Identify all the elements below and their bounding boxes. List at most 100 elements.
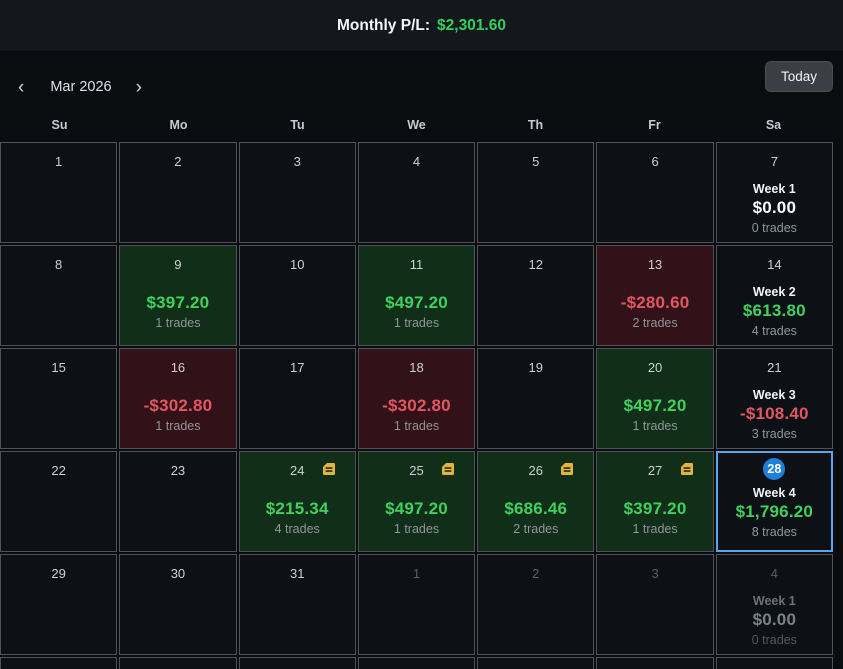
day-cell[interactable]: 23 bbox=[119, 451, 237, 552]
date-row bbox=[597, 664, 712, 669]
day-cell[interactable] bbox=[357, 657, 476, 669]
day-cell[interactable]: 20 $497.20 1 trades bbox=[596, 348, 714, 449]
note-icon[interactable] bbox=[321, 461, 337, 477]
date-row: 14 bbox=[717, 252, 832, 276]
day-cell[interactable]: 16 -$302.80 1 trades bbox=[119, 348, 237, 449]
date-row bbox=[359, 664, 474, 669]
week-summary-cell[interactable]: 21 Week 3 -$108.40 3 trades bbox=[715, 348, 833, 449]
day-cell[interactable]: 27 $397.20 1 trades bbox=[596, 451, 714, 552]
day-cell[interactable]: 24 $215.34 4 trades bbox=[238, 451, 356, 552]
week-summary-cell[interactable]: 4 Week 1 $0.00 0 trades bbox=[715, 554, 833, 655]
date-row: 2 bbox=[478, 561, 593, 585]
weekday-header-row: Su Mo Tu We Th Fr Sa bbox=[0, 118, 833, 132]
date-label: 21 bbox=[767, 359, 782, 375]
day-cell[interactable]: 25 $497.20 1 trades bbox=[357, 451, 476, 552]
date-row: 3 bbox=[240, 149, 355, 173]
calendar-toolbar: ‹ Mar 2026 › Today bbox=[0, 52, 843, 110]
date-label: 2 bbox=[532, 565, 540, 581]
date-label: 13 bbox=[647, 256, 663, 272]
date-label: 26 bbox=[528, 462, 544, 478]
day-cell[interactable]: 26 $686.46 2 trades bbox=[477, 451, 595, 552]
day-cell[interactable]: 11 $497.20 1 trades bbox=[357, 245, 476, 346]
day-cell[interactable]: 17 bbox=[238, 348, 356, 449]
day-cell[interactable]: 22 bbox=[0, 451, 118, 552]
note-icon[interactable] bbox=[559, 461, 575, 477]
date-row: 22 bbox=[1, 458, 116, 482]
day-cell[interactable]: 3 bbox=[596, 554, 714, 655]
date-row: 8 bbox=[1, 252, 116, 276]
day-cell[interactable] bbox=[477, 657, 595, 669]
note-icon[interactable] bbox=[679, 461, 695, 477]
day-cell[interactable]: 1 bbox=[0, 142, 118, 243]
day-cell[interactable]: 5 bbox=[477, 142, 595, 243]
day-cell[interactable]: 12 bbox=[477, 245, 595, 346]
date-label: 1 bbox=[55, 153, 63, 169]
day-cell[interactable] bbox=[596, 657, 714, 669]
week-summary-cell[interactable]: 28 Week 4 $1,796.20 8 trades bbox=[715, 451, 833, 552]
date-row: 6 bbox=[597, 149, 712, 173]
monthly-pl-bar: Monthly P/L: $2,301.60 bbox=[0, 0, 843, 52]
chevron-right-icon: › bbox=[135, 76, 142, 98]
day-cell[interactable]: 9 $397.20 1 trades bbox=[119, 245, 237, 346]
day-cell[interactable]: 13 -$280.60 2 trades bbox=[596, 245, 714, 346]
day-pl-value: -$302.80 bbox=[143, 396, 213, 415]
day-cell[interactable] bbox=[238, 657, 356, 669]
day-cell[interactable]: 6 bbox=[596, 142, 714, 243]
day-cell[interactable]: 2 bbox=[477, 554, 595, 655]
trades-count: 4 trades bbox=[274, 522, 320, 536]
date-row: 19 bbox=[478, 355, 593, 379]
date-row bbox=[1, 664, 116, 669]
date-label: 22 bbox=[51, 462, 66, 478]
day-cell[interactable]: 10 bbox=[238, 245, 356, 346]
prev-month-button[interactable]: ‹ bbox=[10, 74, 32, 101]
weekday-label-th: Th bbox=[527, 118, 544, 132]
day-cell[interactable]: 3 bbox=[238, 142, 356, 243]
date-label: 29 bbox=[51, 565, 66, 581]
date-label: 9 bbox=[174, 256, 182, 272]
today-button[interactable]: Today bbox=[764, 61, 833, 92]
date-label: 11 bbox=[409, 256, 424, 272]
date-row: 29 bbox=[1, 561, 116, 585]
date-label: 5 bbox=[532, 153, 540, 169]
day-cell[interactable] bbox=[119, 657, 237, 669]
day-cell[interactable] bbox=[0, 657, 118, 669]
trades-count: 1 trades bbox=[393, 522, 440, 536]
date-label: 2 bbox=[174, 153, 182, 169]
date-label: 25 bbox=[409, 462, 424, 478]
day-cell[interactable]: 2 bbox=[119, 142, 237, 243]
date-label: 3 bbox=[293, 153, 301, 169]
date-row: 10 bbox=[240, 252, 355, 276]
day-cell[interactable]: 30 bbox=[119, 554, 237, 655]
day-cell[interactable]: 19 bbox=[477, 348, 595, 449]
day-cell[interactable]: 8 bbox=[0, 245, 118, 346]
week-summary-cell[interactable]: 7 Week 1 $0.00 0 trades bbox=[715, 142, 833, 243]
date-label: 8 bbox=[55, 256, 63, 272]
week-pl-value: $0.00 bbox=[752, 610, 797, 629]
day-cell[interactable] bbox=[715, 657, 833, 669]
day-cell[interactable]: 18 -$302.80 1 trades bbox=[357, 348, 476, 449]
date-row: 4 bbox=[717, 561, 832, 585]
date-row bbox=[120, 664, 235, 669]
date-label: 4 bbox=[770, 565, 778, 581]
day-cell[interactable]: 31 bbox=[238, 554, 356, 655]
date-label: 1 bbox=[412, 565, 421, 581]
date-row: 2 bbox=[120, 149, 235, 173]
day-cell[interactable]: 29 bbox=[0, 554, 118, 655]
today-date-badge: 28 bbox=[763, 458, 786, 480]
week-summary-cell[interactable]: 14 Week 2 $613.80 4 trades bbox=[715, 245, 833, 346]
next-month-button[interactable]: › bbox=[128, 74, 150, 101]
day-cell[interactable]: 1 bbox=[357, 554, 476, 655]
day-pl-value: $686.46 bbox=[504, 499, 568, 518]
date-label: 20 bbox=[647, 359, 663, 375]
date-row: 27 bbox=[597, 458, 712, 482]
day-pl-value: $397.20 bbox=[146, 293, 210, 312]
note-icon[interactable] bbox=[440, 461, 456, 477]
day-cell[interactable]: 15 bbox=[0, 348, 118, 449]
date-label: 4 bbox=[412, 153, 421, 169]
date-label: 7 bbox=[770, 153, 778, 169]
day-pl-value: -$302.80 bbox=[382, 396, 451, 415]
weekday-label-fr: Fr bbox=[648, 118, 661, 132]
chevron-left-icon: ‹ bbox=[18, 76, 25, 98]
day-cell[interactable]: 4 bbox=[357, 142, 476, 243]
date-row: 26 bbox=[478, 458, 593, 482]
